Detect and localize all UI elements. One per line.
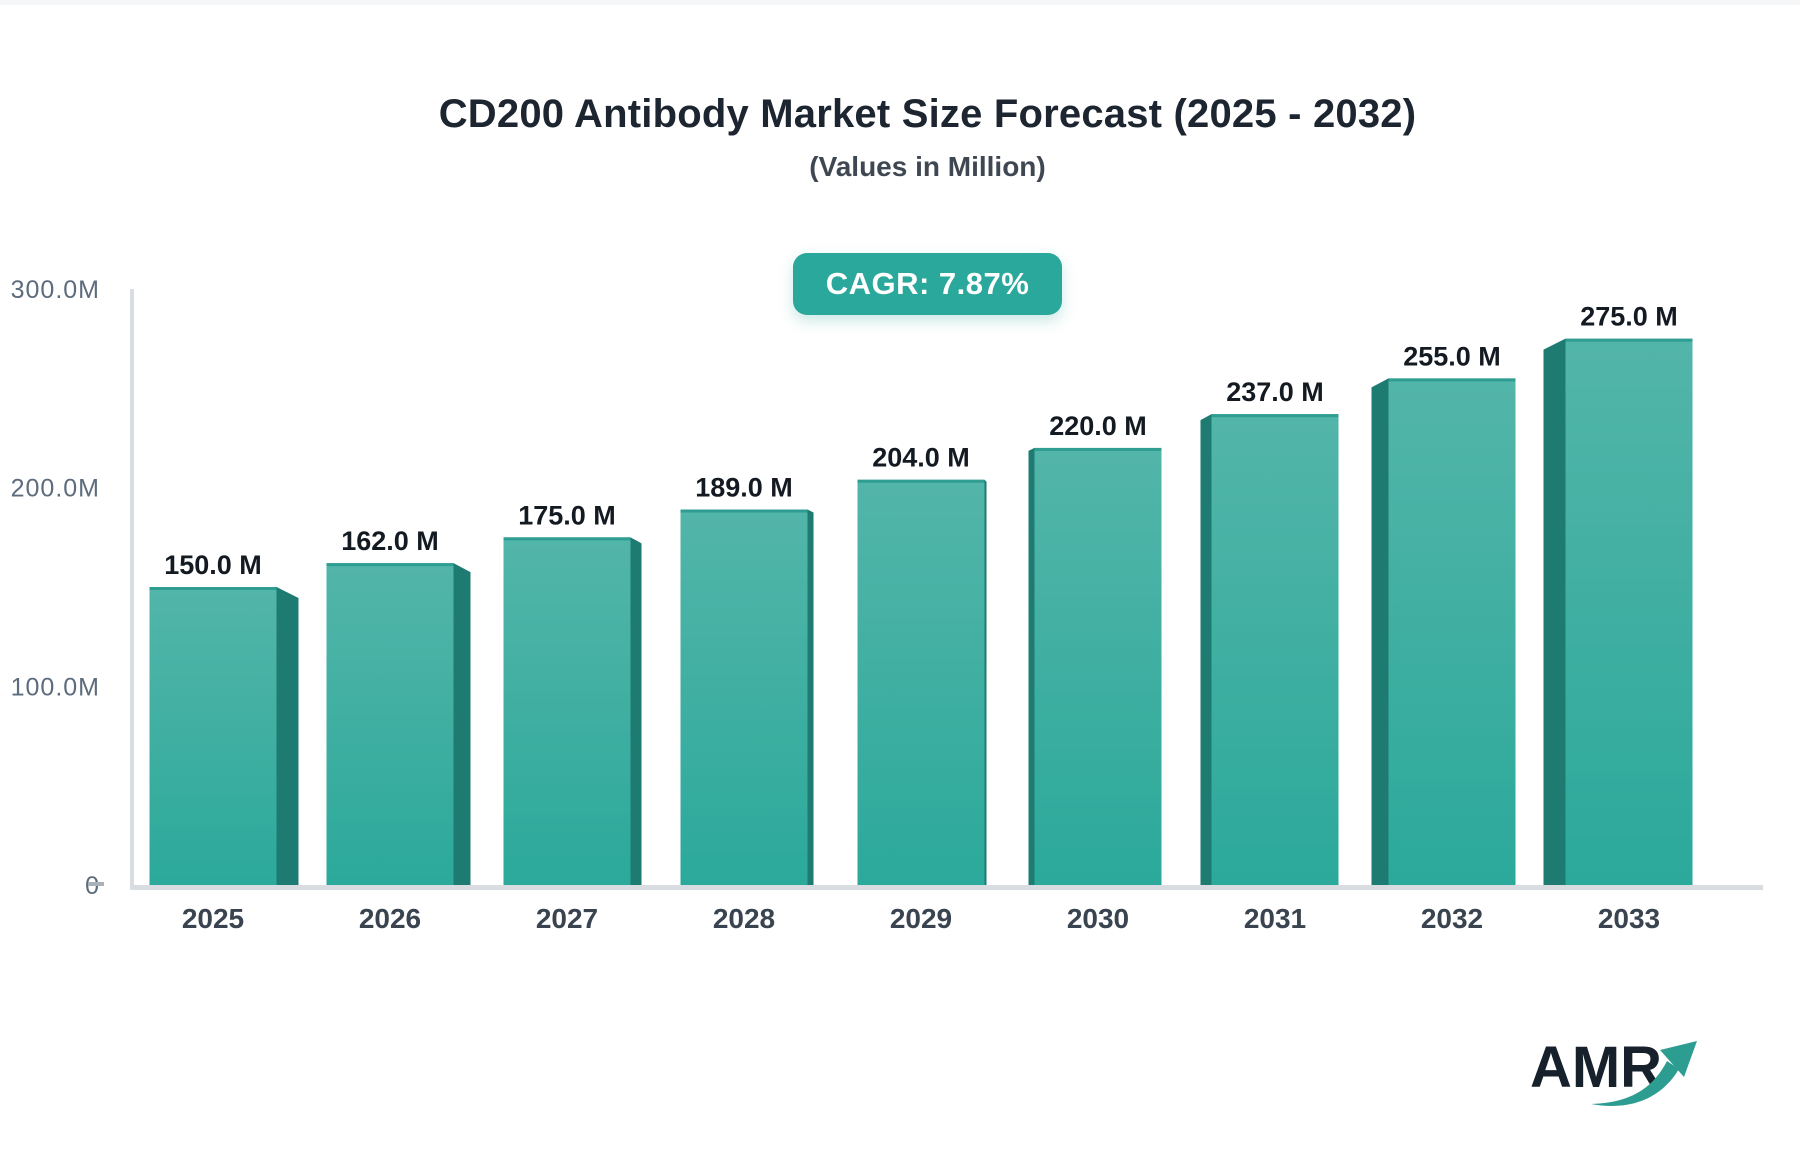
bar-value-label: 189.0 M bbox=[695, 473, 793, 503]
window-top-edge bbox=[0, 0, 1800, 5]
x-tick-label: 2030 bbox=[1067, 903, 1129, 934]
bar-top-edge bbox=[503, 537, 631, 541]
bar-value-label: 204.0 M bbox=[872, 443, 970, 473]
growth-arrow-icon bbox=[1591, 1061, 1679, 1106]
amr-logo-text: AMR bbox=[1530, 1035, 1662, 1100]
y-tick-label: 200.0M bbox=[11, 475, 100, 503]
bar bbox=[1388, 378, 1516, 886]
chart-header: CD200 Antibody Market Size Forecast (202… bbox=[55, 92, 1800, 183]
bar-side-face bbox=[807, 509, 814, 885]
x-tick-label: 2025 bbox=[182, 903, 244, 934]
bar-group: 189.0 M bbox=[680, 473, 814, 886]
bar bbox=[857, 479, 985, 886]
chart-title: CD200 Antibody Market Size Forecast (202… bbox=[438, 92, 1417, 136]
amr-logo: AMR bbox=[1530, 1035, 1697, 1106]
bar-side-face bbox=[276, 587, 299, 885]
y-axis-line bbox=[130, 289, 134, 890]
bar-group: 175.0 M bbox=[503, 500, 642, 886]
bar-group: 237.0 M bbox=[1200, 377, 1339, 886]
bar-value-label: 162.0 M bbox=[341, 526, 439, 556]
x-tick-label: 2031 bbox=[1244, 903, 1306, 934]
bar-group: 275.0 M bbox=[1543, 302, 1693, 887]
growth-arrow-head-icon bbox=[1660, 1041, 1697, 1077]
zero-tick-mark bbox=[88, 882, 104, 886]
bar-value-label: 220.0 M bbox=[1049, 411, 1147, 441]
x-axis-line bbox=[130, 885, 1763, 890]
bar bbox=[149, 587, 277, 886]
bar bbox=[1034, 447, 1162, 886]
bar-group: 220.0 M bbox=[1028, 411, 1162, 886]
bar-side-face bbox=[453, 563, 471, 885]
bar-top-edge bbox=[149, 587, 277, 590]
bar bbox=[503, 537, 631, 886]
bar-side-face bbox=[630, 537, 642, 885]
bar-side-face bbox=[1028, 447, 1035, 885]
x-tick-label: 2028 bbox=[713, 903, 775, 934]
x-tick-label: 2027 bbox=[536, 903, 598, 934]
bar bbox=[680, 509, 808, 886]
bar-value-label: 255.0 M bbox=[1403, 341, 1501, 371]
x-tick-label: 2029 bbox=[890, 903, 952, 934]
bar-top-edge bbox=[680, 509, 808, 513]
bar-top-edge bbox=[1211, 414, 1339, 418]
bar-side-face bbox=[984, 479, 987, 885]
bar bbox=[1565, 338, 1693, 887]
bar-group: 162.0 M bbox=[326, 526, 471, 886]
bar-value-label: 175.0 M bbox=[518, 500, 616, 530]
bar-top-edge bbox=[1565, 338, 1693, 342]
bar-top-edge bbox=[326, 563, 454, 567]
bar-top-edge bbox=[857, 479, 985, 483]
cagr-badge-row: CAGR: 7.87% bbox=[55, 253, 1800, 315]
bar-side-face bbox=[1200, 414, 1212, 885]
bar-top-edge bbox=[1388, 378, 1516, 382]
y-tick-label: 300.0M bbox=[11, 276, 100, 304]
chart-subtitle: (Values in Million) bbox=[809, 151, 1046, 182]
cagr-badge: CAGR: 7.87% bbox=[792, 253, 1063, 315]
bar-value-label: 237.0 M bbox=[1226, 377, 1324, 407]
bar-side-face bbox=[1543, 338, 1566, 886]
bar-group: 255.0 M bbox=[1371, 341, 1516, 886]
bar-value-label: 275.0 M bbox=[1580, 302, 1678, 332]
x-tick-label: 2026 bbox=[359, 903, 421, 934]
y-tick-label: 100.0M bbox=[11, 673, 100, 701]
bar bbox=[326, 563, 454, 886]
bar-value-label: 150.0 M bbox=[164, 550, 262, 580]
x-tick-label: 2032 bbox=[1421, 903, 1483, 934]
bar-top-edge bbox=[1034, 447, 1162, 451]
bar bbox=[1211, 414, 1339, 886]
bar-group: 150.0 M bbox=[149, 550, 299, 886]
bar-side-face bbox=[1371, 378, 1389, 885]
x-tick-label: 2033 bbox=[1598, 903, 1660, 934]
bar-group: 204.0 M bbox=[857, 443, 987, 886]
